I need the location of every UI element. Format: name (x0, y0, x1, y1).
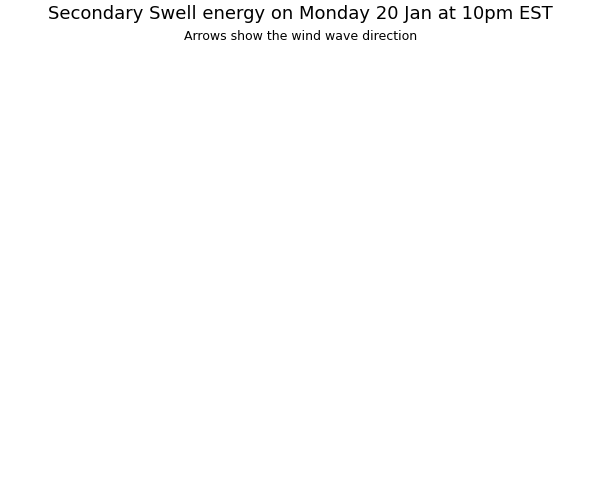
Text: Arrows show the wind wave direction: Arrows show the wind wave direction (184, 30, 417, 42)
Text: Map (cartopy not available): Map (cartopy not available) (186, 258, 415, 276)
Text: Secondary Swell energy on Monday 20 Jan at 10pm EST: Secondary Swell energy on Monday 20 Jan … (48, 5, 553, 23)
